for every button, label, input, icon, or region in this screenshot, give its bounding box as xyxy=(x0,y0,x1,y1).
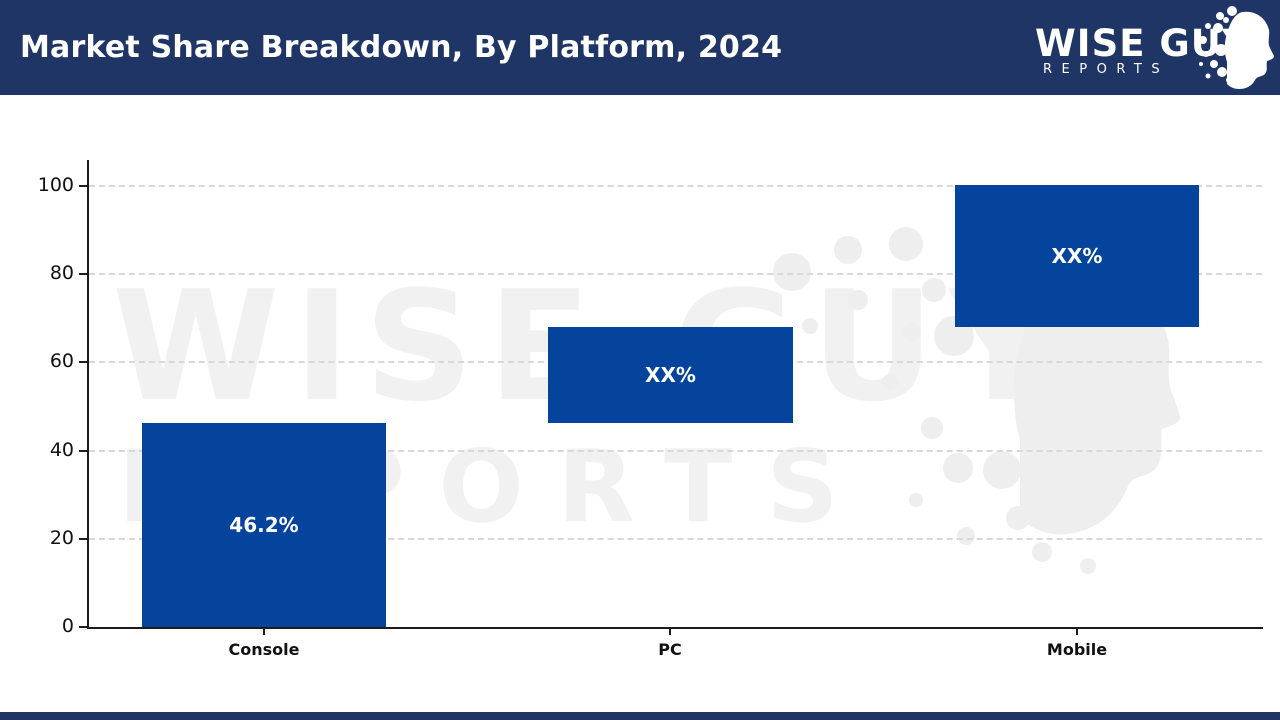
y-tick-label-60: 60 xyxy=(49,350,74,372)
wise-guy-reports-logo: WISE GUY REPORTS xyxy=(1027,0,1274,95)
bar-value-label: XX% xyxy=(1051,244,1103,268)
y-tick-label-40: 40 xyxy=(49,439,74,461)
page-title: Market Share Breakdown, By Platform, 202… xyxy=(20,30,783,65)
bar-console: 46.2% xyxy=(142,423,386,627)
y-tick-0 xyxy=(79,626,87,628)
watermark-dotted-head-icon xyxy=(773,227,1180,574)
bar-mobile: XX% xyxy=(955,185,1199,327)
y-tick-20 xyxy=(79,538,87,540)
y-tick-label-100: 100 xyxy=(37,174,74,196)
x-tick-pc xyxy=(669,629,671,635)
y-tick-label-20: 20 xyxy=(49,527,74,549)
category-label-pc: PC xyxy=(658,640,682,659)
gridline-100 xyxy=(89,185,1262,187)
y-tick-40 xyxy=(79,450,87,452)
x-tick-mobile xyxy=(1076,629,1078,635)
x-axis xyxy=(87,627,1263,629)
logo-subtitle: REPORTS xyxy=(1043,62,1170,77)
x-tick-console xyxy=(263,629,265,635)
gridline-80 xyxy=(89,273,1262,275)
y-tick-60 xyxy=(79,361,87,363)
header-band: Market Share Breakdown, By Platform, 202… xyxy=(0,0,1280,95)
y-tick-label-0: 0 xyxy=(61,615,74,637)
gridline-40 xyxy=(89,450,1262,452)
bar-value-label: 46.2% xyxy=(229,513,299,537)
footer-band xyxy=(0,712,1280,720)
bar-value-label: XX% xyxy=(645,363,696,387)
y-axis xyxy=(87,160,89,629)
y-tick-100 xyxy=(79,185,87,187)
category-label-console: Console xyxy=(228,640,300,659)
bar-pc: XX% xyxy=(548,327,793,423)
y-tick-80 xyxy=(79,273,87,275)
y-tick-label-80: 80 xyxy=(49,262,74,284)
dotted-head-icon xyxy=(1199,6,1274,90)
category-label-mobile: Mobile xyxy=(1046,640,1108,659)
gridline-20 xyxy=(89,538,1262,540)
